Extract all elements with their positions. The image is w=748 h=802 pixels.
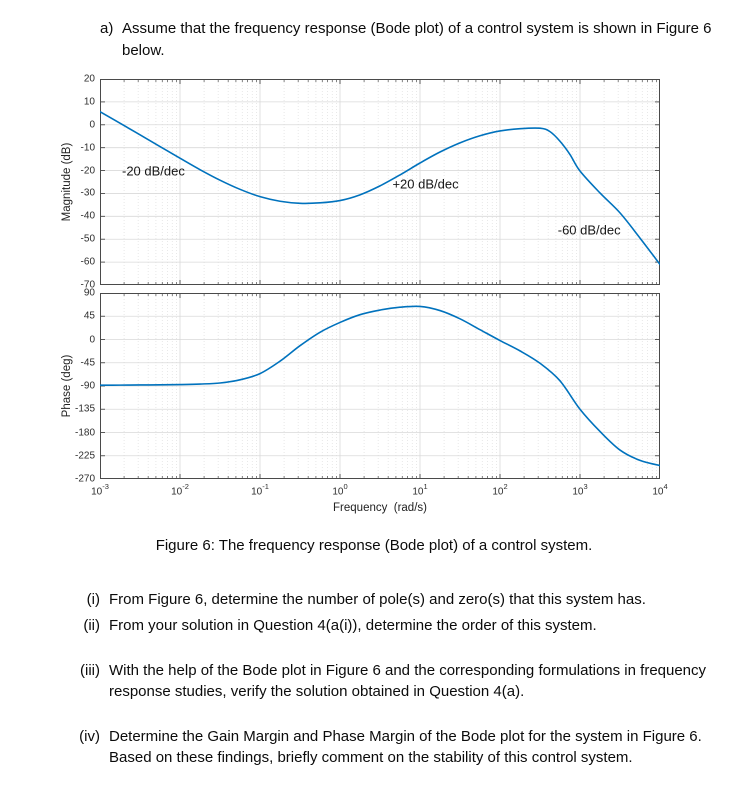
y-tick-label: -50 <box>80 233 95 245</box>
x-tick-label: 103 <box>572 482 588 498</box>
slope-annotation: +20 dB/dec <box>392 176 459 192</box>
phase-axis-label: Phase (deg) <box>61 354 73 418</box>
question-item-iv: (iv) Determine the Gain Margin and Phase… <box>72 726 722 768</box>
y-tick-label: 90 <box>83 287 95 299</box>
y-tick-label: -135 <box>74 403 95 415</box>
question-text: With the help of the Bode plot in Figure… <box>109 662 711 700</box>
y-tick-label: -10 <box>80 142 95 154</box>
slope-annotation: -60 dB/dec <box>557 222 621 238</box>
question-text: From your solution in Question 4(a(i)), … <box>109 617 597 634</box>
question-intro: a) Assume that the frequency response (B… <box>100 18 728 62</box>
question-label: (ii) <box>83 617 100 634</box>
intro-item-label: a) <box>100 20 114 37</box>
question-list: (i) From Figure 6, determine the number … <box>72 589 722 768</box>
x-tick-label: 102 <box>492 482 508 498</box>
magnitude-axis-label: Magnitude (dB) <box>61 142 73 222</box>
y-tick-label: 45 <box>83 310 95 322</box>
y-tick-label: 20 <box>83 73 95 85</box>
question-label: (iv) <box>79 728 100 745</box>
y-tick-label: 0 <box>89 334 95 345</box>
y-tick-label: -70 <box>80 279 95 291</box>
y-tick-label: -270 <box>74 473 95 485</box>
y-tick-label: -180 <box>74 427 95 438</box>
y-tick-label: -40 <box>80 210 95 222</box>
y-tick-label: -90 <box>80 380 95 392</box>
x-tick-label: 101 <box>412 482 428 498</box>
y-tick-label: -225 <box>74 450 95 462</box>
bode-magnitude-plot <box>100 79 660 285</box>
x-tick-label: 104 <box>652 482 668 498</box>
y-tick-label: 10 <box>83 96 95 108</box>
question-text: From Figure 6, determine the number of p… <box>109 591 646 608</box>
bode-phase-plot <box>100 293 660 479</box>
question-item-ii: (ii) From your solution in Question 4(a(… <box>72 615 722 636</box>
x-tick-label: 10-2 <box>171 482 189 498</box>
slope-annotation: -20 dB/dec <box>122 163 185 179</box>
frequency-axis-label: Frequency (rad/s) <box>333 502 427 514</box>
question-text: Determine the Gain Margin and Phase Marg… <box>109 728 711 766</box>
y-tick-label: -60 <box>80 256 95 268</box>
figure-caption: Figure 6: The frequency response (Bode p… <box>155 537 593 554</box>
question-label: (iii) <box>80 662 100 679</box>
y-tick-label: 0 <box>89 119 95 131</box>
question-label: (i) <box>86 591 100 608</box>
x-tick-label: 10-3 <box>91 482 109 498</box>
y-tick-label: -20 <box>80 165 95 177</box>
bode-figure: Magnitude (dB) Phase (deg) Frequency (ra… <box>61 73 668 515</box>
x-tick-label: 100 <box>332 482 348 498</box>
intro-text: Assume that the frequency response (Bode… <box>122 20 712 59</box>
question-item-i: (i) From Figure 6, determine the number … <box>72 589 722 610</box>
x-tick-label: 10-1 <box>251 482 269 498</box>
y-tick-label: -30 <box>80 187 95 199</box>
question-item-iii: (iii) With the help of the Bode plot in … <box>72 660 722 702</box>
y-tick-label: -45 <box>80 357 95 369</box>
